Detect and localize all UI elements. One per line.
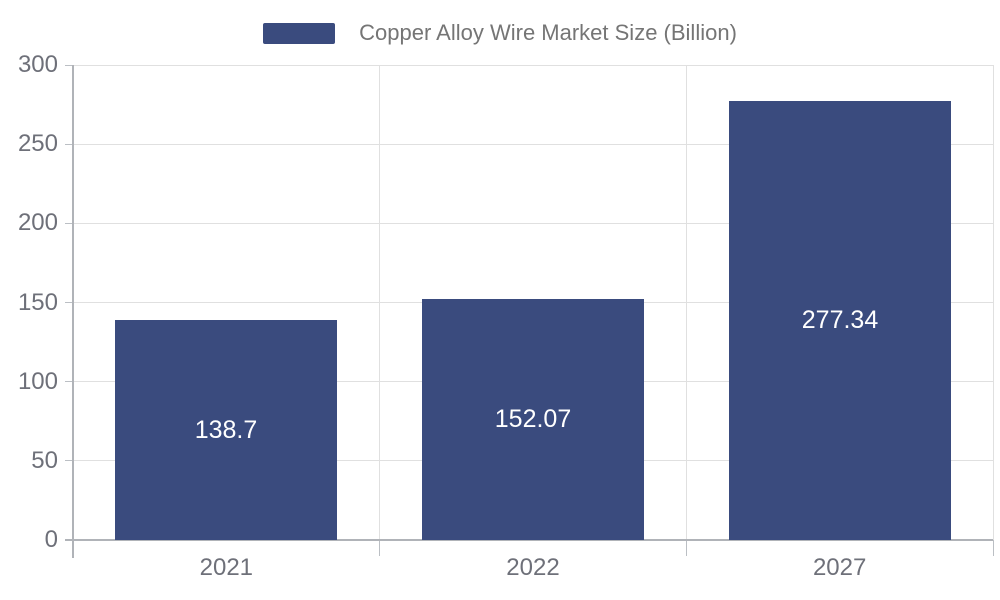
x-tick-label: 2027: [812, 554, 867, 581]
x-axis-tick: [685, 540, 687, 556]
y-axis-tick: [65, 302, 73, 303]
x-tick-label: 2021: [199, 554, 254, 581]
y-tick-label: 300: [17, 51, 58, 78]
y-tick-label: 100: [17, 367, 58, 395]
gridline: [379, 65, 381, 540]
bar-value-label: 277.34: [801, 305, 879, 334]
y-tick-label: 250: [17, 130, 58, 158]
x-tick-label: 2022: [506, 554, 560, 581]
gridline: [992, 65, 994, 540]
bar-2022[interactable]: 152.07: [422, 299, 644, 540]
y-axis-line: [72, 65, 74, 558]
legend-swatch-icon: [263, 22, 336, 44]
x-axis-tick: [992, 540, 994, 556]
legend-label: Copper Alloy Wire Market Size (Billion): [359, 20, 737, 45]
y-tick-label: 0: [44, 526, 58, 553]
y-axis-tick: [65, 64, 73, 66]
bar-value-label: 152.07: [494, 405, 572, 434]
y-tick-label: 200: [17, 209, 58, 237]
legend-item[interactable]: Copper Alloy Wire Market Size (Billion): [0, 18, 1000, 48]
y-tick-label: 50: [31, 446, 58, 474]
gridline: [73, 143, 993, 145]
gridline: [73, 222, 993, 224]
y-tick-label: 150: [17, 288, 58, 316]
bar-2027[interactable]: 277.34: [729, 100, 951, 540]
y-axis-tick: [65, 460, 73, 462]
y-axis-tick: [65, 381, 73, 383]
gridline: [73, 64, 993, 66]
y-axis-tick: [65, 143, 73, 145]
y-axis-tick: [65, 222, 73, 224]
gridline: [685, 65, 687, 540]
bar-value-label: 138.7: [194, 415, 258, 444]
bar-2021[interactable]: 138.7: [115, 320, 337, 540]
x-axis-tick: [379, 540, 381, 556]
x-axis-line: [65, 539, 993, 541]
